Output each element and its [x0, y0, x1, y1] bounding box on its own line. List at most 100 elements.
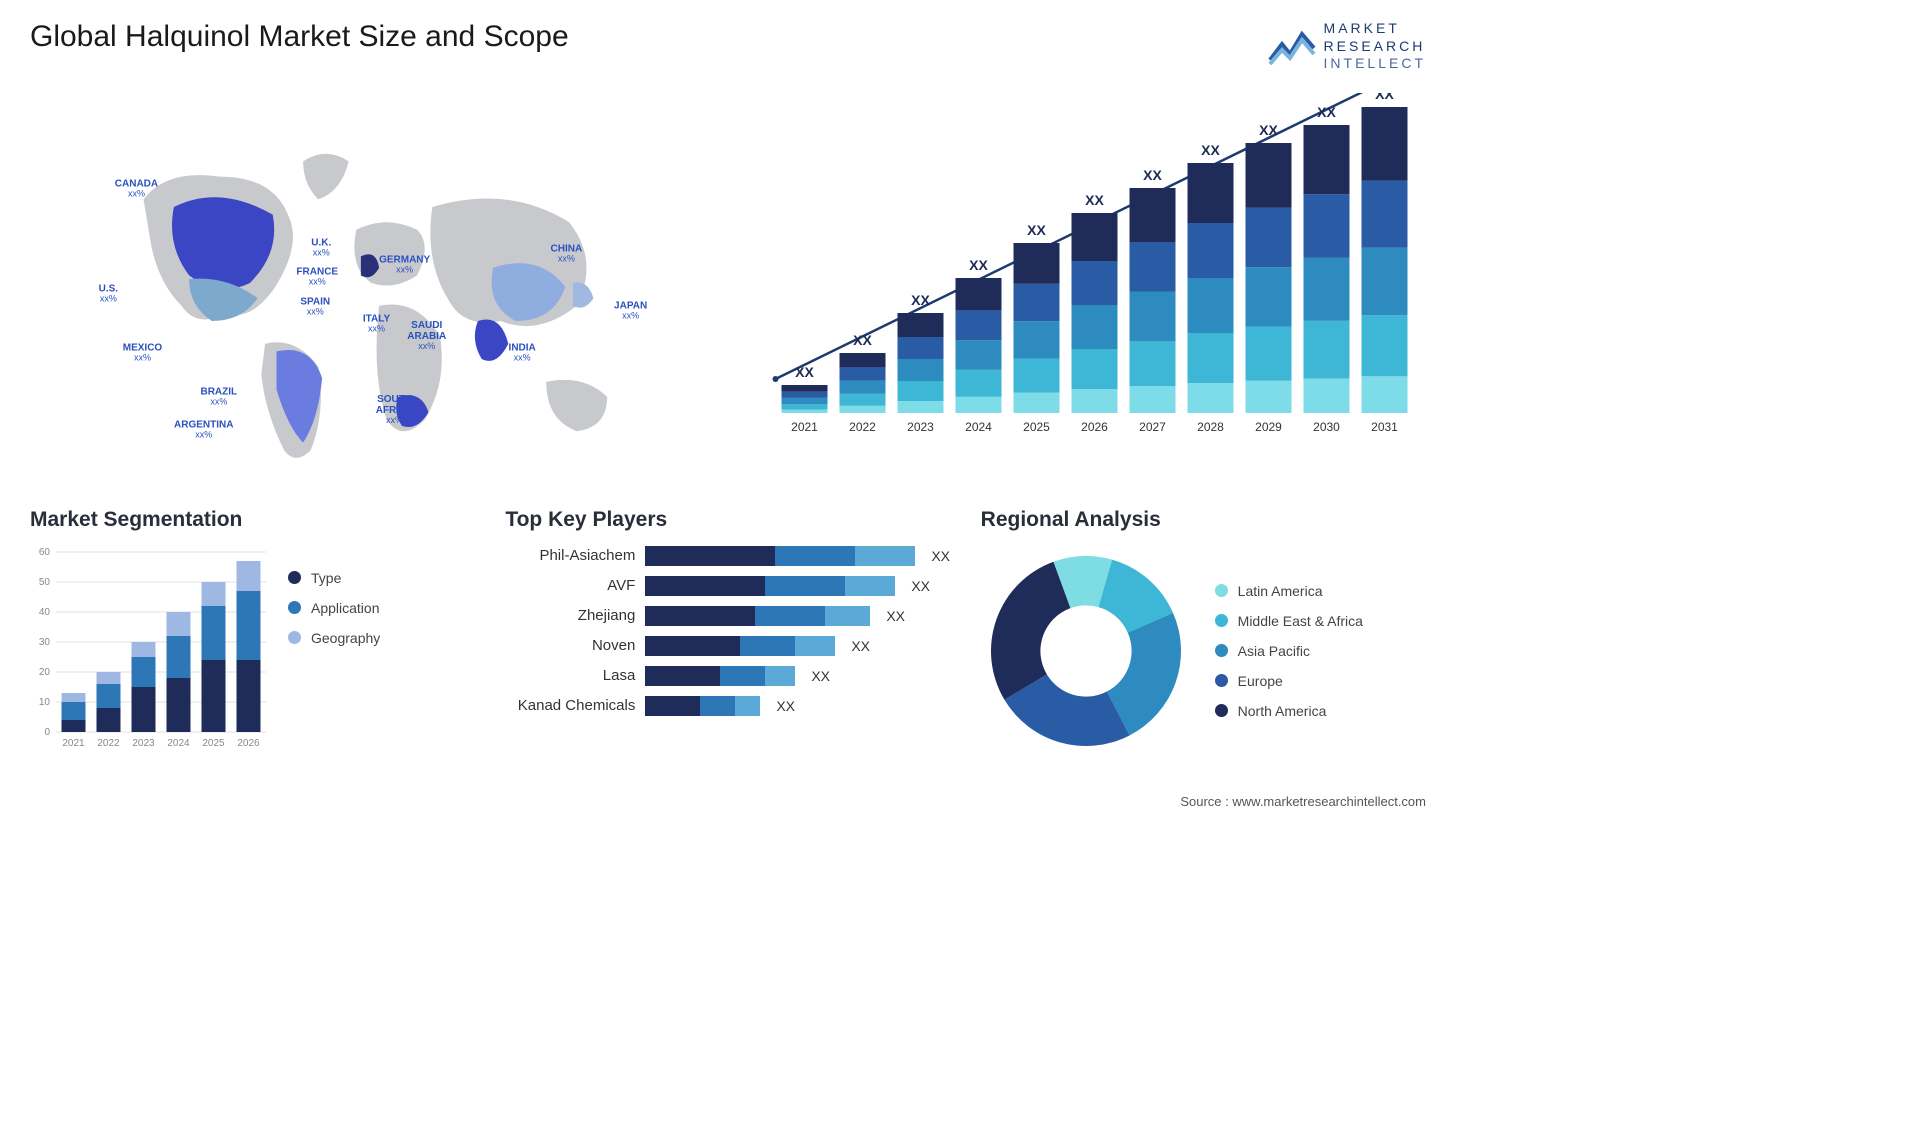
svg-text:XX: XX — [1143, 167, 1162, 183]
players-bars: Phil-AsiachemXXAVFXXZhejiangXXNovenXXLas… — [505, 546, 950, 716]
map-label-us: U.S.xx% — [99, 284, 118, 305]
swatch-icon — [1215, 614, 1228, 627]
map-label-uk: U.K.xx% — [311, 238, 331, 259]
source-attribution: Source : www.marketresearchintellect.com — [30, 794, 1426, 809]
map-label-argentina: ARGENTINAxx% — [174, 419, 233, 440]
map-label-italy: ITALYxx% — [363, 313, 390, 334]
legend-label: Europe — [1238, 673, 1283, 689]
player-bar — [645, 636, 835, 656]
player-bar-segment — [775, 546, 855, 566]
svg-text:60: 60 — [39, 547, 51, 558]
svg-text:2022: 2022 — [849, 420, 876, 434]
player-row: NovenXX — [505, 636, 950, 656]
legend-label: Application — [311, 600, 380, 616]
players-title: Top Key Players — [505, 508, 950, 532]
player-value: XX — [811, 668, 830, 684]
player-row: AVF XX — [505, 576, 950, 596]
player-bar — [645, 576, 895, 596]
player-row: Phil-AsiachemXX — [505, 546, 950, 566]
player-bar-segment — [755, 606, 825, 626]
svg-text:XX: XX — [969, 257, 988, 273]
svg-text:2030: 2030 — [1313, 420, 1340, 434]
map-label-saudi: SAUDIARABIAxx% — [407, 320, 446, 352]
region-legend-item: Asia Pacific — [1215, 643, 1363, 659]
map-label-india: INDIAxx% — [509, 342, 536, 363]
player-bar-segment — [735, 696, 760, 716]
segmentation-legend: Type Application Geography — [288, 570, 380, 646]
player-bar — [645, 546, 915, 566]
player-name: Zhejiang — [505, 607, 635, 624]
player-bar-segment — [765, 666, 795, 686]
player-name: Lasa — [505, 667, 635, 684]
svg-text:20: 20 — [39, 667, 51, 678]
regional-title: Regional Analysis — [981, 508, 1426, 532]
swatch-icon — [1215, 704, 1228, 717]
top-row: CANADAxx%U.S.xx%MEXICOxx%BRAZILxx%ARGENT… — [30, 93, 1426, 478]
player-bar — [645, 696, 760, 716]
logo-line2: RESEARCH — [1324, 38, 1426, 56]
player-row: Kanad ChemicalsXX — [505, 696, 950, 716]
map-label-japan: JAPANxx% — [614, 301, 647, 322]
svg-text:0: 0 — [44, 727, 50, 738]
svg-text:30: 30 — [39, 637, 51, 648]
svg-text:XX: XX — [1085, 192, 1104, 208]
svg-text:2021: 2021 — [791, 420, 818, 434]
region-legend-item: Middle East & Africa — [1215, 613, 1363, 629]
svg-text:2023: 2023 — [907, 420, 934, 434]
svg-text:2026: 2026 — [1081, 420, 1108, 434]
player-bar-segment — [855, 546, 915, 566]
svg-text:2024: 2024 — [965, 420, 992, 434]
player-value: XX — [776, 698, 795, 714]
player-name: Phil-Asiachem — [505, 547, 635, 564]
page-title: Global Halquinol Market Size and Scope — [30, 20, 569, 54]
player-bar-segment — [645, 546, 775, 566]
seg-legend-application: Application — [288, 600, 380, 616]
player-name: AVF — [505, 577, 635, 594]
player-bar-segment — [645, 636, 740, 656]
svg-text:2028: 2028 — [1197, 420, 1224, 434]
growth-stacked-bar-chart: 2021 XX 2022 XX 2023 XX 2024 XX 2025 XX 2026 XX 2027… — [743, 93, 1426, 453]
donut-chart — [981, 546, 1191, 756]
svg-text:2025: 2025 — [1023, 420, 1050, 434]
logo-line1: MARKET — [1324, 20, 1426, 38]
seg-legend-type: Type — [288, 570, 380, 586]
svg-text:XX: XX — [1201, 142, 1220, 158]
svg-text:2025: 2025 — [202, 738, 225, 749]
player-bar-segment — [825, 606, 870, 626]
legend-label: Geography — [311, 630, 380, 646]
player-bar-segment — [720, 666, 765, 686]
player-bar-segment — [645, 576, 765, 596]
svg-text:2027: 2027 — [1139, 420, 1166, 434]
seg-legend-geography: Geography — [288, 630, 380, 646]
segmentation-chart: 0102030405060202120222023202420252026 — [30, 546, 270, 776]
player-value: XX — [911, 578, 930, 594]
map-label-china: CHINAxx% — [551, 244, 583, 265]
svg-text:10: 10 — [39, 697, 51, 708]
player-bar — [645, 606, 870, 626]
map-label-safrica: SOUTHAFRICAxx% — [376, 394, 414, 426]
regional-donut — [981, 546, 1191, 756]
map-label-spain: SPAINxx% — [300, 296, 330, 317]
header: Global Halquinol Market Size and Scope M… — [30, 20, 1426, 73]
svg-text:50: 50 — [39, 577, 51, 588]
swatch-icon — [1215, 584, 1228, 597]
region-legend-item: Latin America — [1215, 583, 1363, 599]
legend-label: Middle East & Africa — [1238, 613, 1363, 629]
players-panel: Top Key Players Phil-AsiachemXXAVFXXZhej… — [505, 508, 950, 716]
regional-legend: Latin America Middle East & Africa Asia Pa… — [1215, 583, 1363, 719]
world-map-panel: CANADAxx%U.S.xx%MEXICOxx%BRAZILxx%ARGENT… — [30, 93, 713, 478]
svg-text:XX: XX — [1027, 222, 1046, 238]
svg-text:2022: 2022 — [97, 738, 120, 749]
svg-text:XX: XX — [1375, 93, 1394, 102]
segmentation-stacked-bar: 0102030405060202120222023202420252026 — [30, 546, 270, 776]
world-map — [30, 93, 713, 473]
player-bar-segment — [645, 606, 755, 626]
swatch-icon — [1215, 674, 1228, 687]
svg-text:XX: XX — [1259, 122, 1278, 138]
player-bar-segment — [765, 576, 845, 596]
svg-text:XX: XX — [911, 292, 930, 308]
svg-text:XX: XX — [795, 364, 814, 380]
svg-text:2021: 2021 — [62, 738, 85, 749]
segmentation-panel: Market Segmentation 01020304050602021202… — [30, 508, 475, 776]
svg-text:2031: 2031 — [1371, 420, 1398, 434]
